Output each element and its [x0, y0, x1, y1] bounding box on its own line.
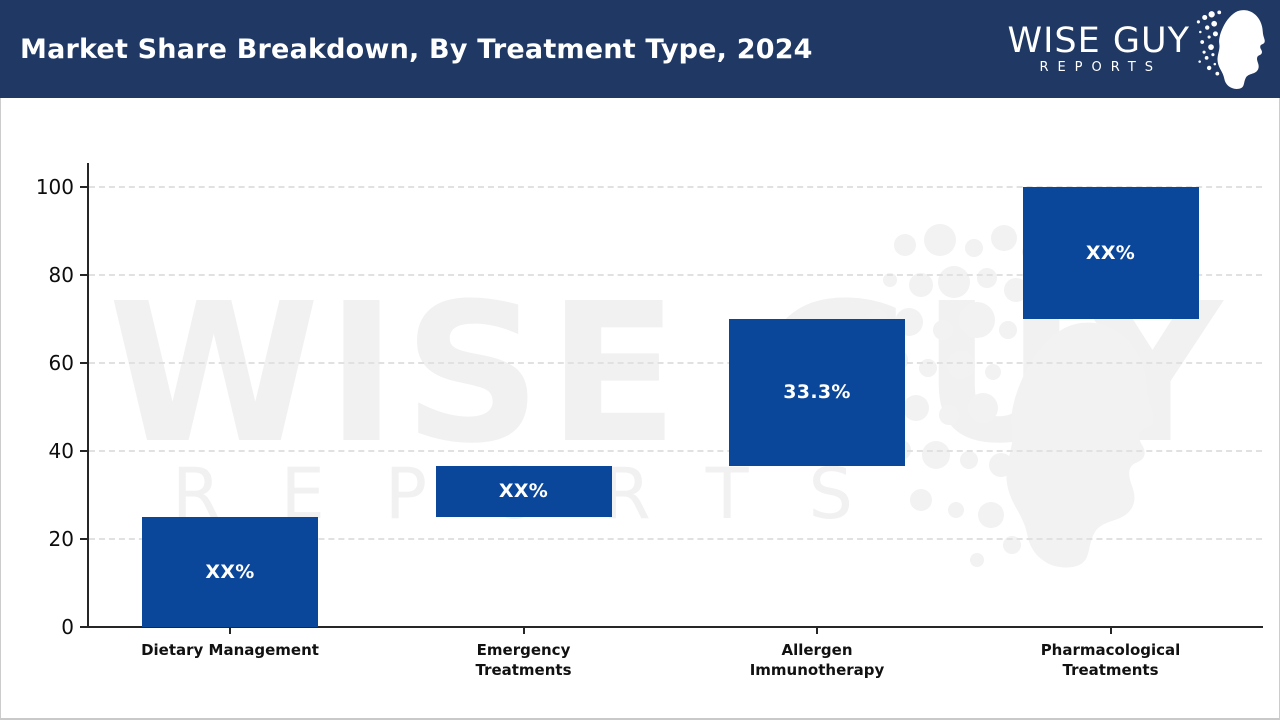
x-axis-tick	[1109, 628, 1112, 634]
header-bar: Market Share Breakdown, By Treatment Typ…	[0, 0, 1280, 98]
y-tick-label: 100	[35, 175, 74, 199]
bar-value-label: XX%	[498, 480, 549, 503]
x-axis-line	[87, 626, 1263, 628]
y-axis-tick	[80, 450, 88, 452]
x-axis-tick	[522, 628, 525, 634]
logo-name: WISE GUY	[1007, 21, 1190, 61]
x-tick-label: Emergency Treatments	[475, 641, 572, 679]
y-tick-label: 40	[48, 439, 74, 463]
y-tick-label: 20	[48, 527, 74, 551]
y-axis-tick	[80, 538, 88, 540]
bar: XX%	[1022, 187, 1199, 319]
y-tick-label: 60	[48, 351, 74, 375]
y-axis-line	[87, 163, 89, 628]
x-axis-tick	[229, 628, 231, 634]
bar-value-label: XX%	[1085, 242, 1136, 264]
gridline	[89, 274, 1262, 276]
y-axis-tick	[80, 274, 88, 276]
bar-value-label: 33.3%	[783, 381, 851, 404]
gridline	[89, 362, 1262, 364]
logo-face-icon	[1196, 10, 1265, 89]
y-axis-tick	[80, 186, 88, 188]
bar: XX%	[142, 517, 318, 627]
page-title: Market Share Breakdown, By Treatment Typ…	[20, 33, 813, 65]
y-axis-tick	[80, 362, 88, 364]
x-tick-label: Pharmacological Treatments	[1040, 641, 1181, 679]
bar-value-label: XX%	[205, 561, 255, 583]
gridline	[89, 450, 1262, 452]
logo-sub: REPORTS	[1039, 60, 1163, 75]
gridline	[89, 186, 1262, 188]
bar: XX%	[435, 465, 612, 517]
y-tick-label: 80	[48, 263, 74, 287]
x-axis-tick	[816, 628, 818, 634]
logo: WISE GUY REPORTS	[1007, 8, 1280, 90]
logo-text: WISE GUY REPORTS	[1007, 23, 1190, 75]
x-tick-label: Allergen Immunotherapy	[749, 641, 885, 679]
gridline	[89, 538, 1262, 540]
y-axis-tick	[80, 626, 88, 628]
x-tick-label: Dietary Management	[141, 641, 319, 659]
bar: 33.3%	[729, 319, 905, 466]
y-tick-label: 0	[61, 615, 74, 639]
